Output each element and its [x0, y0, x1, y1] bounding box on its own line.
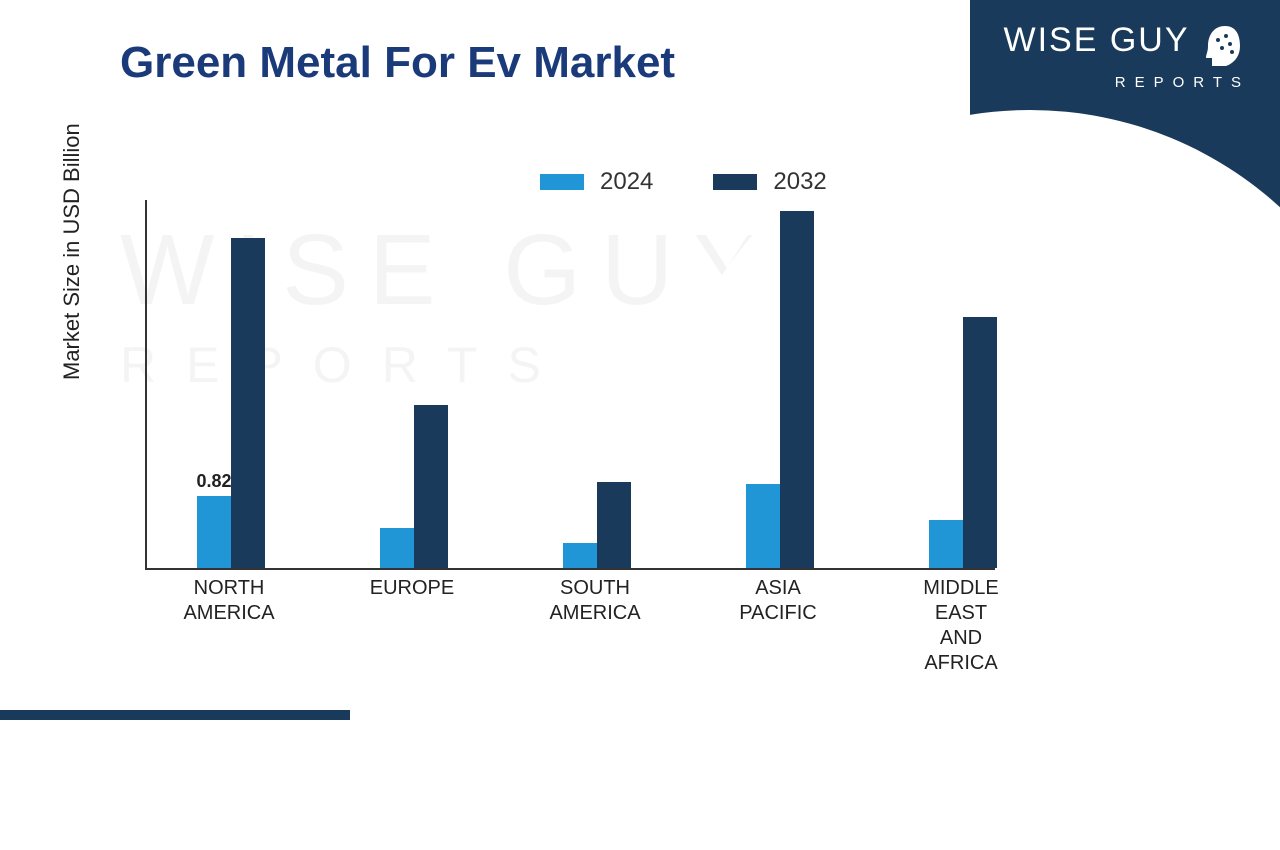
bar-group	[380, 405, 448, 568]
bar-2024	[746, 484, 780, 568]
brand-logo: WISE GUY REPORTS	[1004, 22, 1250, 91]
x-axis-category-label: MIDDLEEASTANDAFRICA	[891, 576, 1031, 676]
legend-item-2032: 2032	[713, 168, 826, 196]
x-axis-category-label: EUROPE	[342, 576, 482, 601]
bar-group	[746, 211, 814, 568]
bar-2032	[780, 211, 814, 568]
logo-text-main: WISE GUY	[1004, 21, 1190, 59]
bar-2024	[380, 528, 414, 568]
chart-area: Market Size in USD Billion 0.82 NORTHAME…	[95, 200, 995, 680]
bar-2032	[414, 405, 448, 568]
chart-title: Green Metal For Ev Market	[120, 38, 675, 88]
bar-2032	[597, 482, 631, 568]
y-axis-label: Market Size in USD Billion	[59, 123, 85, 380]
bar-group	[563, 482, 631, 568]
legend-item-2024: 2024	[540, 168, 653, 196]
bar-value-label: 0.82	[196, 471, 231, 492]
legend-label-2032: 2032	[773, 168, 826, 196]
bar-2032	[231, 238, 265, 568]
logo-text-sub: REPORTS	[1004, 74, 1250, 91]
bar-2024	[929, 520, 963, 568]
logo-head-icon	[1200, 22, 1250, 72]
chart-plot: 0.82	[145, 200, 995, 570]
legend-swatch-2024	[540, 174, 584, 190]
bar-group	[929, 317, 997, 568]
legend-label-2024: 2024	[600, 168, 653, 196]
decorative-bottom-bar	[0, 710, 350, 720]
x-axis-category-label: ASIAPACIFIC	[708, 576, 848, 626]
bar-group: 0.82	[197, 238, 265, 568]
chart-legend: 2024 2032	[540, 168, 827, 196]
bar-2032	[963, 317, 997, 568]
x-axis-category-label: SOUTHAMERICA	[525, 576, 665, 626]
legend-swatch-2032	[713, 174, 757, 190]
bar-2024	[563, 543, 597, 568]
bar-2024: 0.82	[197, 496, 231, 568]
x-axis-category-label: NORTHAMERICA	[159, 576, 299, 626]
